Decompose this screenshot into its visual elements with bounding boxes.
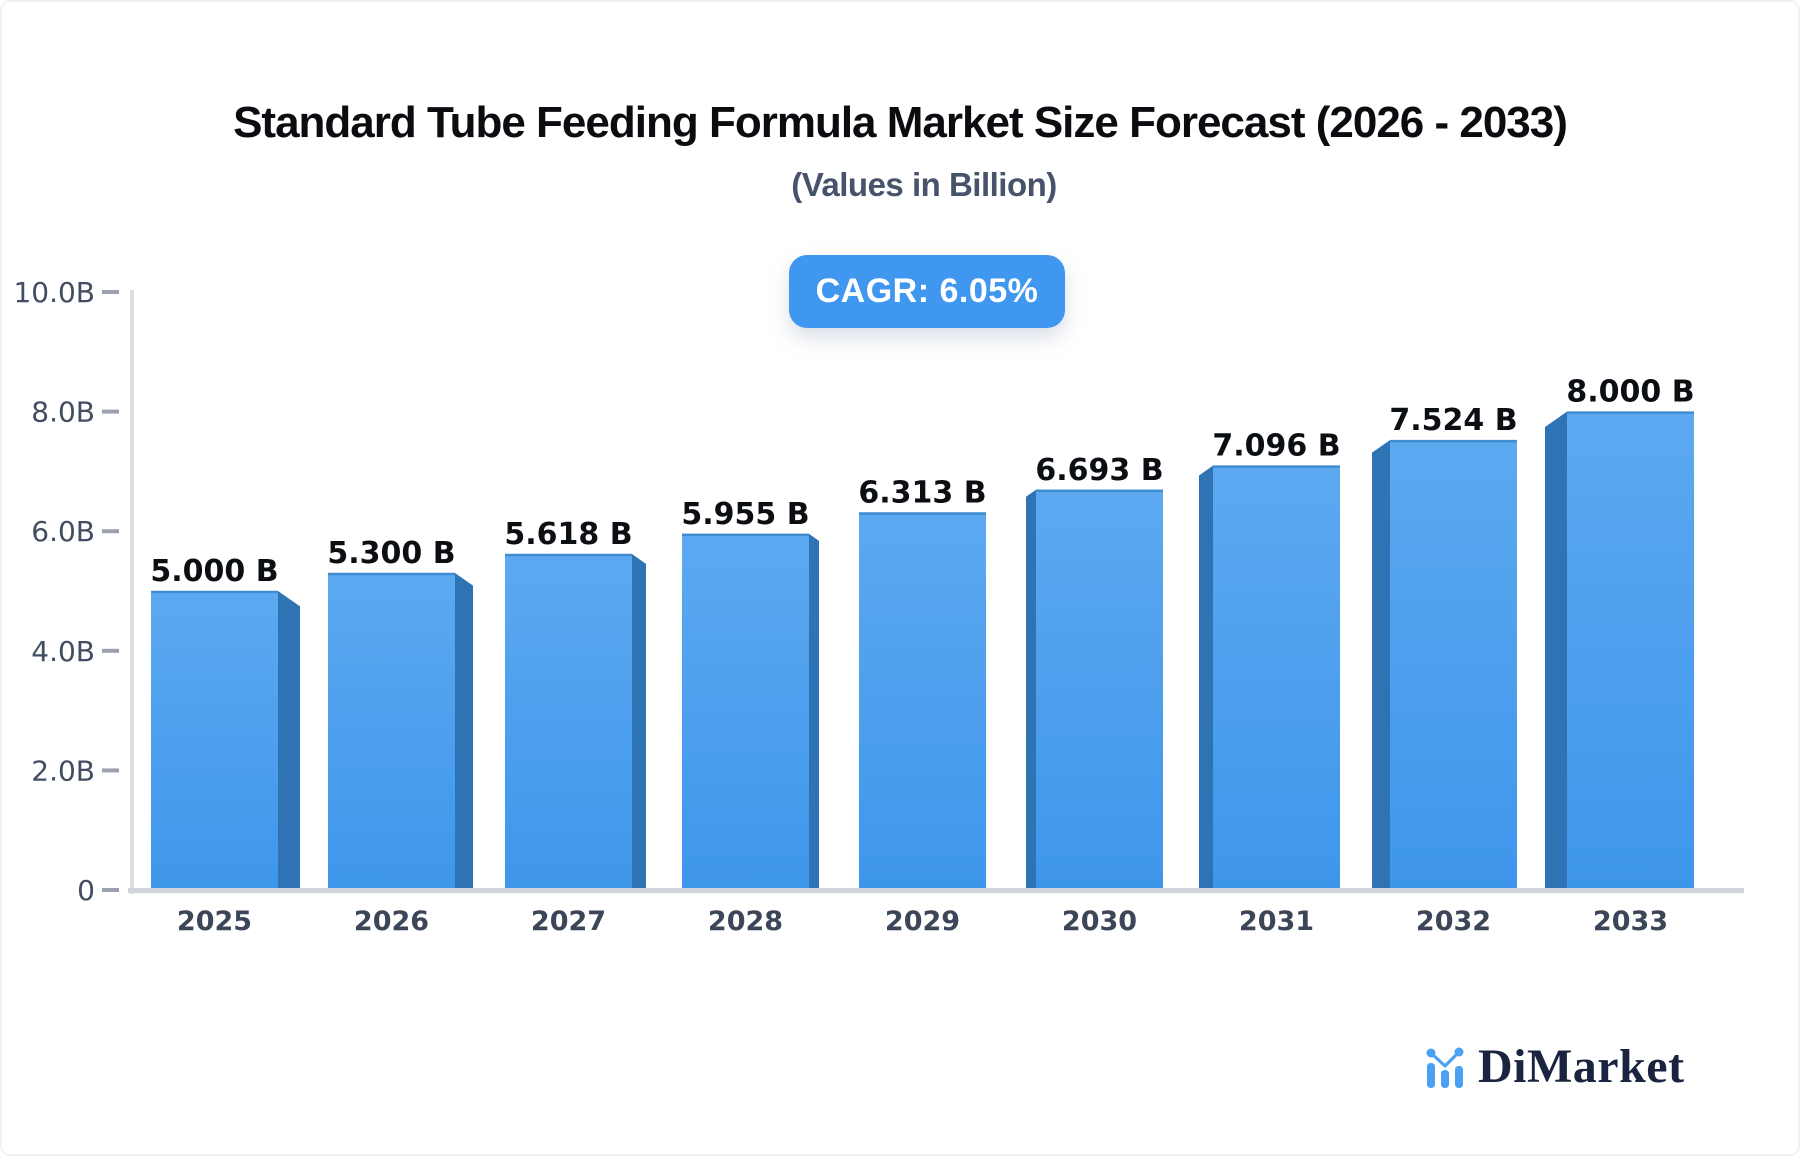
x-tick-label: 2031	[1239, 906, 1314, 937]
bar-value-label: 7.096 B	[1212, 429, 1340, 464]
cagr-badge: CAGR: 6.05%	[789, 255, 1065, 328]
bar	[328, 573, 455, 890]
bar-side-face	[809, 533, 819, 890]
y-tick-label: 6.0B	[31, 515, 95, 548]
bar-value-label: 7.524 B	[1389, 403, 1517, 438]
bar-value-label: 5.000 B	[150, 554, 278, 589]
chart-title: Standard Tube Feeding Formula Market Siz…	[233, 98, 1568, 147]
y-tick	[102, 290, 119, 294]
bar-value-label: 6.313 B	[858, 475, 986, 510]
y-tick	[102, 409, 119, 414]
bar	[1567, 411, 1694, 890]
y-tick-label: 0	[77, 874, 95, 907]
y-tick-label: 4.0B	[31, 635, 95, 668]
logo-bar	[1441, 1070, 1449, 1088]
x-tick-label: 2030	[1062, 906, 1137, 937]
x-tick-label: 2032	[1416, 906, 1491, 937]
x-axis-line	[128, 888, 1744, 893]
y-tick	[102, 529, 119, 534]
bar	[151, 591, 278, 890]
bar-side-face	[278, 591, 300, 890]
bar-side-face	[1372, 440, 1390, 890]
y-tick	[102, 648, 119, 653]
y-tick	[102, 768, 119, 773]
brand-logo: DiMarket	[1424, 1042, 1685, 1090]
bar	[1390, 440, 1517, 890]
bar-value-label: 5.300 B	[327, 536, 455, 571]
bar	[859, 512, 986, 890]
bar-side-face	[1545, 411, 1567, 890]
brand-name: DiMarket	[1478, 1039, 1685, 1093]
y-tick-label: 8.0B	[31, 396, 95, 429]
bar-side-face	[1026, 489, 1036, 890]
x-tick-label: 2026	[354, 906, 429, 937]
chart-subtitle: (Values in Billion)	[791, 166, 1057, 203]
bar-value-label: 5.618 B	[504, 517, 632, 552]
y-tick	[102, 888, 119, 892]
logo-sparkline-dot	[1426, 1048, 1436, 1058]
bar	[505, 554, 632, 890]
bar	[1213, 465, 1340, 890]
y-tick-label: 10.0B	[13, 276, 95, 309]
logo-sparkline-dot	[1454, 1047, 1464, 1057]
bar-value-label: 8.000 B	[1566, 375, 1694, 410]
y-tick-label: 2.0B	[31, 754, 95, 787]
bar-side-face	[1199, 465, 1213, 890]
bar-chart-sparkline-logo-icon	[1426, 1047, 1464, 1088]
bar-value-label: 6.693 B	[1035, 453, 1163, 488]
x-tick-label: 2028	[708, 906, 783, 937]
x-tick-label: 2029	[885, 906, 960, 937]
bar	[682, 533, 809, 890]
logo-sparkline	[1429, 1050, 1461, 1068]
x-tick-label: 2033	[1593, 906, 1668, 937]
bar-side-face	[632, 554, 646, 890]
logo-bar	[1455, 1066, 1463, 1088]
bar-value-label: 5.955 B	[681, 497, 809, 532]
y-axis-line	[130, 290, 134, 894]
logo-bar	[1427, 1063, 1435, 1088]
x-tick-label: 2025	[177, 906, 252, 937]
x-tick-label: 2027	[531, 906, 606, 937]
bar	[1036, 489, 1163, 890]
bar-side-face	[455, 573, 473, 890]
